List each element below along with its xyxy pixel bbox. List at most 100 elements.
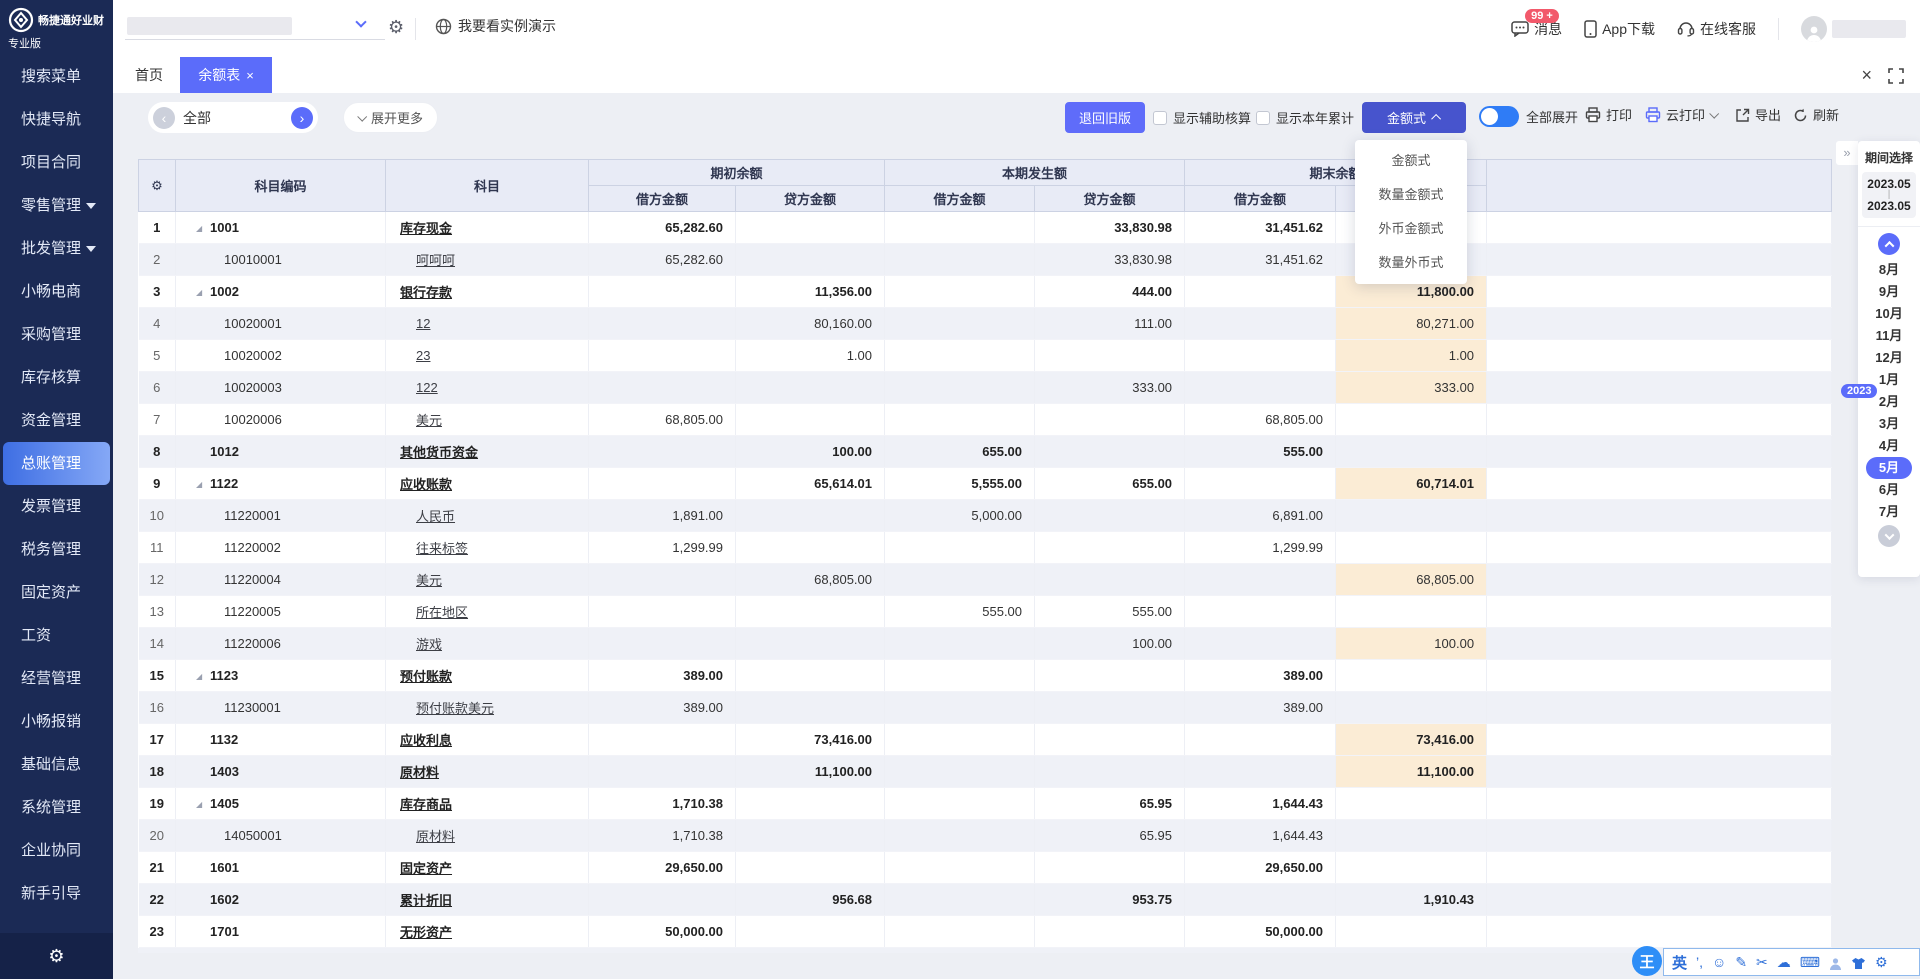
panel-collapse-icon[interactable]: » — [1836, 141, 1858, 165]
ime-punctuation-icon[interactable]: ’, — [1696, 954, 1704, 970]
ime-logo-icon[interactable]: 王 — [1632, 946, 1662, 976]
month-item[interactable]: 11月 — [1875, 328, 1903, 343]
sidebar-item[interactable]: 基础信息 — [21, 756, 82, 773]
collapse-triangle-icon[interactable]: ◢ — [196, 672, 203, 681]
account-link[interactable]: 23 — [416, 348, 431, 363]
sidebar-item[interactable]: 批发管理 — [0, 227, 113, 270]
sidebar-item[interactable]: 项目合同 — [21, 154, 82, 171]
checkbox-icon[interactable] — [1256, 110, 1270, 125]
sidebar-item[interactable]: 库存核算 — [21, 369, 82, 386]
collapse-triangle-icon[interactable]: ◢ — [196, 800, 203, 809]
show-aux-checkbox[interactable]: 显示辅助核算 — [1153, 102, 1251, 133]
toggle-switch[interactable] — [1479, 106, 1519, 127]
messages-button[interactable]: 99 + 消息 — [1511, 8, 1562, 39]
account-link[interactable]: 固定资产 — [400, 861, 453, 876]
scroll-up-icon[interactable] — [1878, 233, 1900, 255]
amount-mode-button[interactable]: 金额式 — [1362, 102, 1466, 133]
ime-pencil-icon[interactable]: ✎ — [1735, 954, 1748, 970]
checkbox-icon[interactable] — [1153, 110, 1167, 125]
tab-home[interactable]: 首页 — [135, 67, 163, 83]
sidebar-item[interactable]: 企业协同 — [21, 842, 82, 859]
sidebar-item[interactable]: 资金管理 — [21, 412, 82, 429]
account-link[interactable]: 原材料 — [416, 829, 456, 844]
month-item[interactable]: 1月 — [1878, 372, 1900, 387]
ime-cloud-icon[interactable]: ☁ — [1776, 954, 1791, 970]
month-item[interactable]: 4月 — [1878, 438, 1900, 453]
sidebar-item[interactable]: 总账管理 — [3, 442, 110, 485]
ime-person-icon[interactable] — [1829, 948, 1842, 976]
account-link[interactable]: 往来标签 — [416, 541, 469, 556]
account-link[interactable]: 呵呵呵 — [416, 253, 456, 268]
app-download-button[interactable]: App下载 — [1584, 19, 1655, 39]
sidebar-item[interactable]: 固定资产 — [21, 584, 82, 601]
month-item[interactable]: 6月 — [1878, 482, 1900, 497]
settings-gear-icon[interactable]: ⚙ — [388, 17, 405, 37]
print-button[interactable]: 打印 — [1585, 105, 1632, 124]
month-item[interactable]: 5月 — [1866, 457, 1912, 479]
mode-menu-item[interactable]: 数量外币式 — [1378, 255, 1444, 270]
account-link[interactable]: 预付账款 — [400, 669, 453, 684]
account-link[interactable]: 预付账款美元 — [416, 701, 495, 716]
account-link[interactable]: 应收利息 — [400, 733, 453, 748]
month-item[interactable]: 10月 — [1875, 306, 1903, 321]
account-link[interactable]: 美元 — [416, 573, 443, 588]
account-link[interactable]: 人民币 — [416, 509, 456, 524]
sidebar-item[interactable]: 经营管理 — [21, 670, 82, 687]
month-item[interactable]: 7月 — [1878, 504, 1900, 519]
tab-close-icon[interactable]: × — [246, 68, 254, 83]
sidebar-gear-icon[interactable]: ⚙ — [48, 945, 65, 966]
month-item[interactable]: 2月 — [1878, 394, 1900, 409]
collapse-triangle-icon[interactable]: ◢ — [196, 288, 203, 297]
expand-all-toggle[interactable]: 全部展开 — [1479, 106, 1578, 127]
scroll-down-icon[interactable] — [1878, 525, 1900, 547]
sidebar-item[interactable]: 搜索菜单 — [21, 68, 82, 85]
next-icon[interactable]: › — [291, 106, 313, 129]
account-link[interactable]: 库存商品 — [400, 797, 453, 812]
account-link[interactable]: 原材料 — [400, 765, 440, 780]
cloud-print-button[interactable]: 云打印 — [1645, 105, 1720, 124]
account-link[interactable]: 所在地区 — [416, 605, 469, 620]
mode-menu-item[interactable]: 数量金额式 — [1378, 187, 1444, 202]
sidebar-item[interactable]: 快捷导航 — [21, 111, 82, 128]
ime-scissors-icon[interactable]: ✂ — [1756, 954, 1768, 970]
collapse-triangle-icon[interactable]: ◢ — [196, 480, 203, 489]
ime-settings-gear-icon[interactable]: ⚙ — [1875, 954, 1888, 970]
account-link[interactable]: 累计折旧 — [400, 893, 453, 908]
month-item[interactable]: 8月 — [1878, 262, 1900, 277]
account-link[interactable]: 无形资产 — [400, 925, 453, 940]
sidebar-item[interactable]: 工资 — [21, 627, 52, 644]
sidebar-item[interactable]: 系统管理 — [21, 799, 82, 816]
back-to-old-button[interactable]: 退回旧版 — [1065, 102, 1146, 133]
ime-skin-icon[interactable] — [1851, 948, 1866, 976]
tab-balance-sheet[interactable]: 余额表 × — [180, 57, 272, 93]
account-link[interactable]: 银行存款 — [400, 285, 453, 300]
demo-link[interactable]: 我要看实例演示 — [435, 16, 556, 36]
show-ytd-checkbox[interactable]: 显示本年累计 — [1256, 102, 1354, 133]
account-link[interactable]: 应收账款 — [400, 477, 453, 492]
export-button[interactable]: 导出 — [1735, 105, 1781, 124]
sidebar-item[interactable]: 税务管理 — [21, 541, 82, 558]
account-link[interactable]: 游戏 — [416, 637, 443, 652]
refresh-button[interactable]: 刷新 — [1793, 105, 1839, 124]
prev-icon[interactable]: ‹ — [153, 106, 175, 129]
account-link[interactable]: 12 — [416, 316, 431, 331]
period-range[interactable]: 2023.05 | 2023.05 — [1862, 172, 1916, 218]
sidebar-item[interactable]: 发票管理 — [21, 498, 82, 515]
sidebar-item[interactable]: 零售管理 — [0, 184, 113, 227]
user-account[interactable] — [1801, 15, 1906, 42]
ime-emoji-icon[interactable]: ☺ — [1712, 954, 1727, 970]
account-link[interactable]: 其他货币资金 — [400, 445, 479, 460]
org-selector[interactable] — [125, 14, 385, 40]
account-link[interactable]: 122 — [416, 380, 438, 395]
mode-menu-item[interactable]: 外币金额式 — [1378, 221, 1444, 236]
support-button[interactable]: 在线客服 — [1677, 19, 1756, 39]
month-item[interactable]: 3月 — [1878, 416, 1900, 431]
collapse-triangle-icon[interactable]: ◢ — [196, 224, 203, 233]
column-settings-gear-icon[interactable]: ⚙ — [138, 159, 176, 212]
account-link[interactable]: 美元 — [416, 413, 443, 428]
sidebar-item[interactable]: 小畅电商 — [21, 283, 82, 300]
ime-language-toggle[interactable]: 英 — [1672, 954, 1688, 972]
month-item[interactable]: 12月 — [1875, 350, 1903, 365]
fullscreen-icon[interactable] — [1888, 67, 1904, 85]
sidebar-item[interactable]: 采购管理 — [21, 326, 82, 343]
